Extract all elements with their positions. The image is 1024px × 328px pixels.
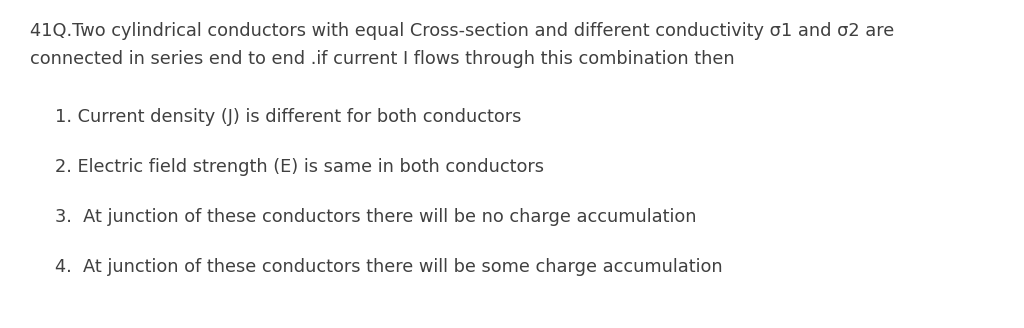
- Text: connected in series end to end .if current I flows through this combination then: connected in series end to end .if curre…: [30, 50, 734, 68]
- Text: 3.  At junction of these conductors there will be no charge accumulation: 3. At junction of these conductors there…: [55, 208, 696, 226]
- Text: 4.  At junction of these conductors there will be some charge accumulation: 4. At junction of these conductors there…: [55, 258, 723, 276]
- Text: 1. Current density (J) is different for both conductors: 1. Current density (J) is different for …: [55, 108, 521, 126]
- Text: 41Q.Two cylindrical conductors with equal Cross-section and different conductivi: 41Q.Two cylindrical conductors with equa…: [30, 22, 894, 40]
- Text: 2. Electric field strength (E) is same in both conductors: 2. Electric field strength (E) is same i…: [55, 158, 544, 176]
